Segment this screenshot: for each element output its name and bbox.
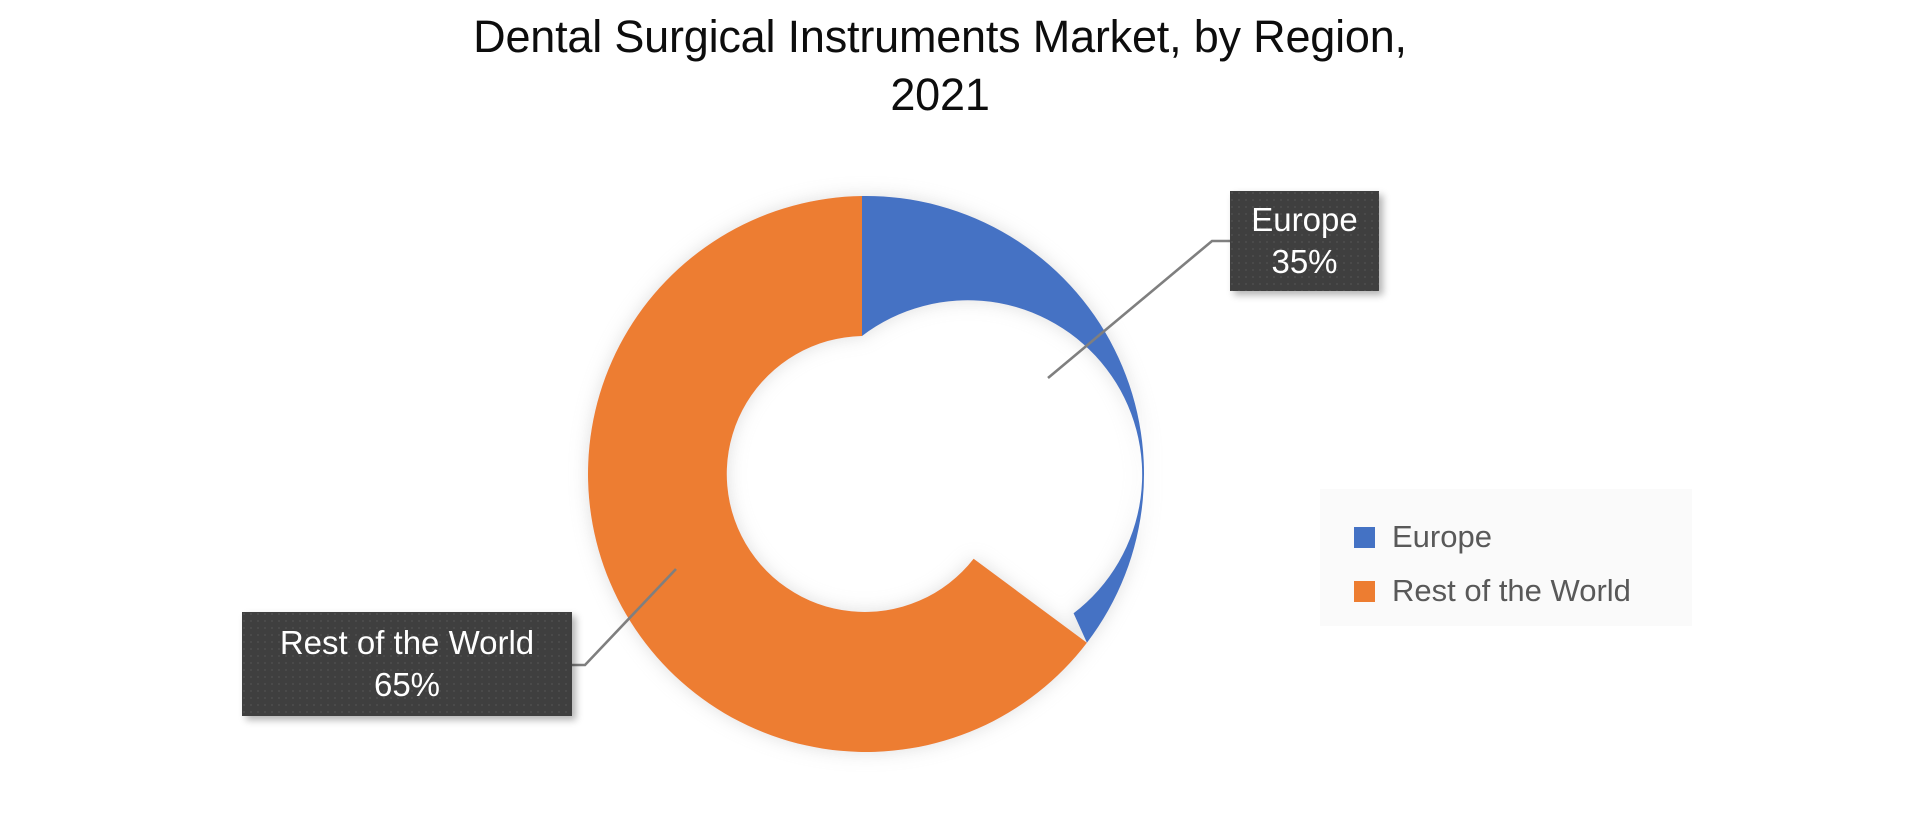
data-label-rest-of-the-world-value: 65% [373,666,441,703]
data-label-europe-value: 35% [1271,243,1338,280]
leader-line-europe [1047,239,1232,379]
legend-label-rest-of-the-world: Rest of the World [1392,573,1631,608]
data-label-europe-name: Europe [1251,201,1358,238]
legend-item-europe[interactable]: Europe [1354,515,1692,559]
donut-slice-rest-of-the-world[interactable] [588,196,1087,752]
data-label-rest-of-the-world[interactable]: Rest of the World 65% [242,612,572,716]
chart-legend: Europe Rest of the World [1320,489,1692,626]
leader-line-rest-of-the-world [570,568,677,667]
chart-title: Dental Surgical Instruments Market, by R… [473,11,1407,120]
legend-swatch-rest-of-the-world [1354,580,1375,602]
donut-slice-europe[interactable] [862,195,1145,643]
data-label-rest-of-the-world-name: Rest of the World [279,624,535,661]
legend-item-rest-of-the-world[interactable]: Rest of the World [1354,569,1692,613]
legend-label-europe: Europe [1392,519,1492,554]
legend-swatch-europe [1354,526,1375,548]
data-label-europe[interactable]: Europe 35% [1230,191,1379,291]
